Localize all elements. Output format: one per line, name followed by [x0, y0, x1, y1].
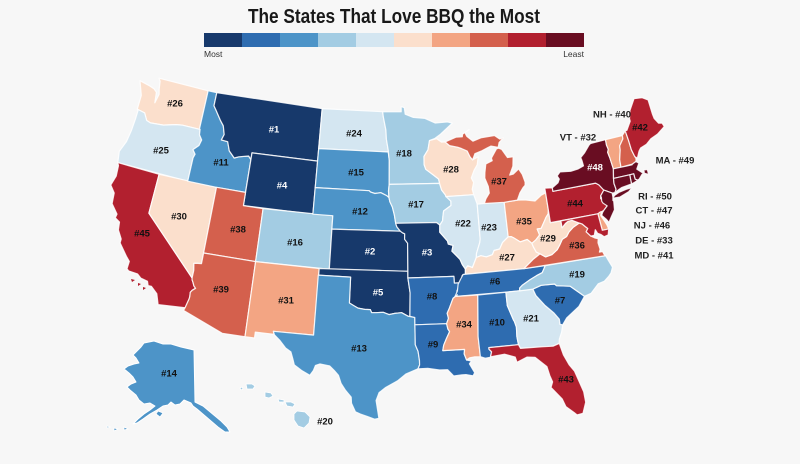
svg-text:#11: #11	[213, 158, 229, 169]
svg-text:#25: #25	[153, 146, 170, 157]
svg-text:#13: #13	[351, 344, 367, 355]
svg-text:VT - #32: VT - #32	[560, 133, 596, 144]
svg-text:#9: #9	[428, 340, 439, 351]
svg-text:#16: #16	[287, 238, 303, 249]
svg-text:Most: Most	[204, 49, 223, 59]
svg-text:#3: #3	[422, 248, 433, 259]
svg-text:#30: #30	[171, 212, 187, 223]
svg-text:#1: #1	[269, 125, 280, 136]
svg-text:#35: #35	[516, 217, 533, 228]
svg-text:#12: #12	[352, 207, 368, 218]
svg-text:#48: #48	[587, 163, 603, 174]
svg-text:#27: #27	[499, 253, 515, 264]
svg-text:#36: #36	[569, 241, 585, 252]
svg-text:#20: #20	[317, 417, 333, 428]
svg-text:#2: #2	[365, 247, 376, 258]
svg-text:#19: #19	[569, 270, 585, 281]
svg-text:#38: #38	[230, 225, 246, 236]
svg-text:NH - #40: NH - #40	[593, 110, 631, 121]
svg-text:#39: #39	[213, 285, 229, 296]
svg-text:MD - #41: MD - #41	[634, 251, 674, 262]
svg-text:CT - #47: CT - #47	[636, 206, 673, 217]
svg-text:#18: #18	[396, 149, 412, 160]
svg-text:#5: #5	[373, 288, 384, 299]
svg-text:#4: #4	[277, 181, 288, 192]
svg-text:#44: #44	[567, 199, 584, 210]
svg-text:#29: #29	[540, 234, 556, 245]
svg-text:#23: #23	[481, 223, 497, 234]
svg-text:#31: #31	[278, 296, 295, 307]
svg-text:#43: #43	[558, 375, 574, 386]
svg-text:#22: #22	[455, 219, 471, 230]
svg-text:#24: #24	[346, 129, 363, 140]
svg-text:The States That Love BBQ the M: The States That Love BBQ the Most	[248, 6, 540, 28]
svg-text:#45: #45	[134, 229, 151, 240]
svg-text:#21: #21	[523, 314, 540, 325]
svg-text:#28: #28	[443, 165, 459, 176]
svg-text:#17: #17	[408, 200, 424, 211]
svg-text:#14: #14	[161, 369, 178, 380]
svg-text:#34: #34	[456, 320, 473, 331]
svg-text:#26: #26	[167, 99, 183, 110]
svg-text:#8: #8	[427, 292, 438, 303]
svg-text:#15: #15	[348, 168, 365, 179]
svg-text:RI - #50: RI - #50	[638, 192, 672, 203]
svg-text:#6: #6	[490, 277, 501, 288]
svg-text:#10: #10	[489, 318, 505, 329]
svg-text:NJ - #46: NJ - #46	[634, 221, 670, 232]
svg-text:#7: #7	[555, 296, 566, 307]
svg-text:#37: #37	[491, 177, 507, 188]
svg-text:MA - #49: MA - #49	[656, 156, 695, 167]
svg-text:Least: Least	[563, 49, 584, 59]
svg-text:#42: #42	[632, 123, 648, 134]
svg-text:DE - #33: DE - #33	[635, 236, 673, 247]
